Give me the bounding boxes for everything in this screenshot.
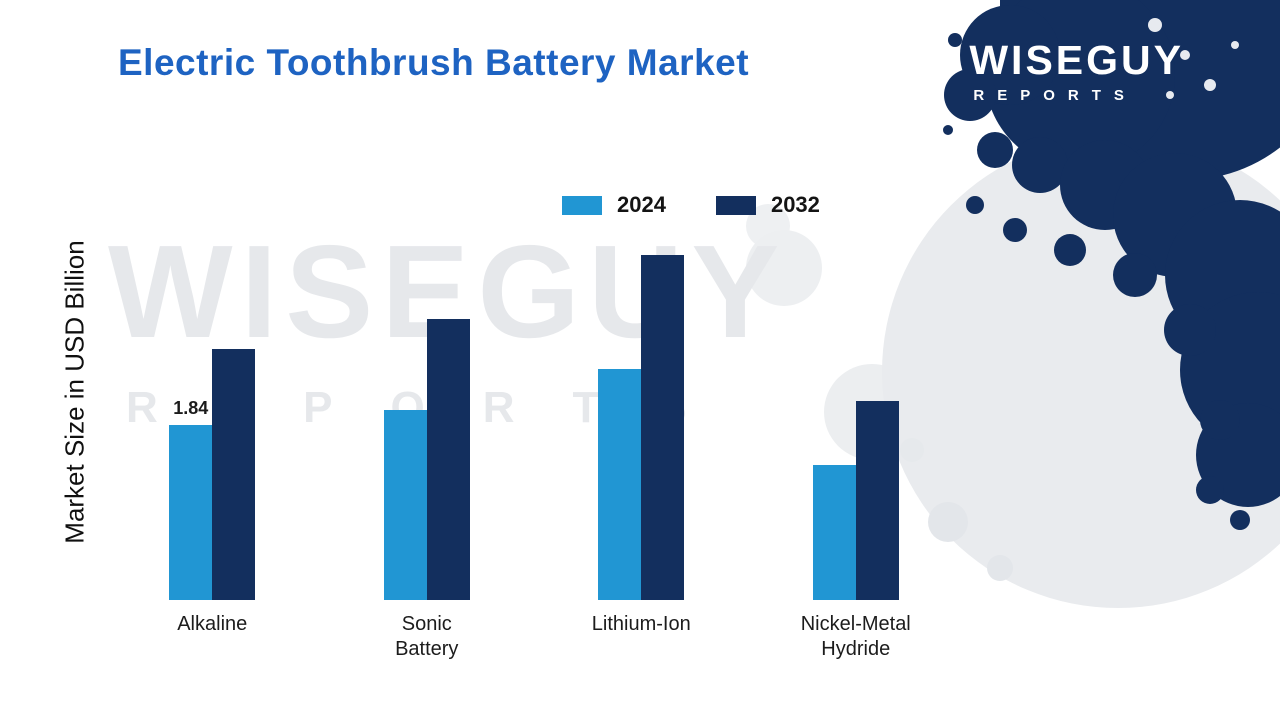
legend-item: 2032 <box>715 192 820 218</box>
watermark-circle <box>746 230 822 306</box>
watermark-circle <box>987 555 1013 581</box>
brand-subtitle: REPORTS <box>973 87 1137 104</box>
legend-label: 2024 <box>617 192 666 217</box>
y-axis-label: Market Size in USD Billion <box>59 240 90 544</box>
bar-2024 <box>812 465 856 600</box>
logo-head-icon <box>943 0 1280 530</box>
watermark-circle <box>928 502 968 542</box>
legend-label: 2032 <box>770 192 820 217</box>
bar-value-label: 1.84 <box>173 398 209 419</box>
brand-logo: WISEGUY REPORTS <box>969 37 1184 104</box>
legend-swatch <box>562 195 602 215</box>
bar-group <box>320 220 535 600</box>
category-label: Sonic Battery <box>395 613 459 660</box>
category-label: Alkaline <box>177 613 248 635</box>
watermark-circle <box>900 438 924 462</box>
page-title: Electric Toothbrush Battery Market <box>118 42 750 83</box>
legend-swatch <box>715 195 756 215</box>
bar-group <box>534 220 749 600</box>
bar-2032 <box>426 318 470 600</box>
bar-2024 <box>383 410 427 600</box>
legend: 2024 2032 <box>562 192 820 218</box>
bar-2032 <box>855 401 899 600</box>
bar-2024: 1.84 <box>169 398 213 600</box>
bar-2032 <box>212 349 256 600</box>
category-labels: Alkaline Sonic Battery Lithium-Ion Nickel-Me… <box>105 612 963 662</box>
bar-groups: 1.84 <box>105 220 963 600</box>
bar-2024 <box>598 369 642 600</box>
bar-group: 1.84 <box>105 220 320 600</box>
bar-2032 <box>641 255 685 600</box>
brand-name: WISEGUY <box>969 37 1184 83</box>
legend-item: 2024 <box>562 192 666 218</box>
category-label: Lithium-Ion <box>591 613 691 635</box>
category-label: Nickel-Metal Hydride <box>800 613 911 660</box>
bar-group <box>749 220 964 600</box>
